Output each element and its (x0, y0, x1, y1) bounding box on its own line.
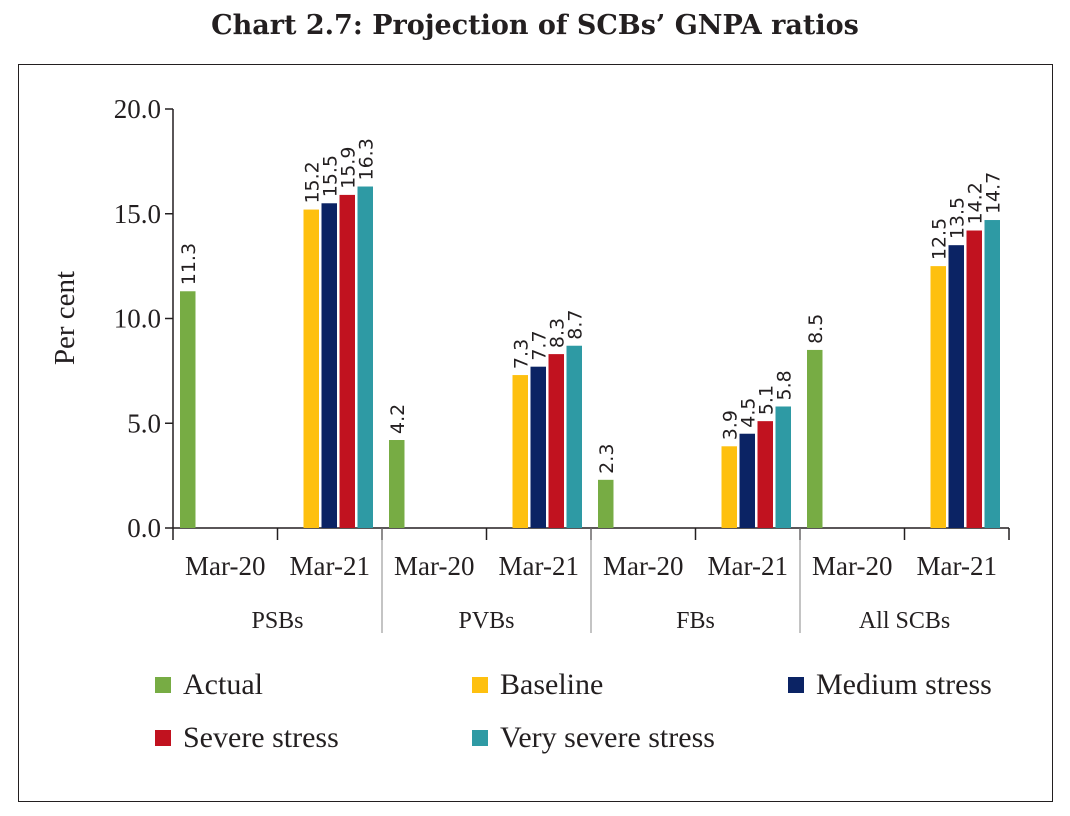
y-axis-title: Per cent (49, 271, 81, 365)
bar-actual-all-scbs (807, 349, 823, 528)
legend-label-medium-stress: Medium stress (816, 668, 992, 701)
legend-swatch-very-severe-stress (472, 730, 488, 746)
bar-severe-stress-pvbs (548, 354, 564, 528)
y-tick-label: 10.0 (114, 304, 161, 334)
data-label: 11.3 (178, 243, 200, 285)
data-label: 13.5 (946, 197, 968, 239)
x-category-label: Mar-20 (394, 551, 474, 581)
chart-title: Chart 2.7: Projection of SCBs’ GNPA rati… (211, 10, 859, 41)
bar-baseline-all-scbs (930, 266, 946, 528)
legend-item-severe-stress: Severe stress (155, 721, 339, 755)
data-label: 15.5 (319, 155, 341, 197)
data-label: 7.7 (528, 330, 550, 360)
x-category-label: Mar-21 (917, 551, 997, 581)
data-label: 5.8 (773, 370, 795, 400)
data-label: 8.7 (564, 310, 586, 340)
bar-baseline-pvbs (512, 375, 528, 528)
bar-severe-stress-all-scbs (966, 230, 982, 528)
data-label: 8.3 (546, 318, 568, 348)
legend-label-baseline: Baseline (500, 668, 604, 701)
x-category-label: Mar-20 (603, 551, 683, 581)
bar-medium-stress-fbs (739, 433, 755, 528)
y-tick-label: 0.0 (127, 513, 161, 543)
bar-actual-fbs (598, 479, 614, 528)
legend-item-actual: Actual (155, 668, 263, 702)
bar-very-severe-stress-fbs (775, 406, 791, 528)
legend-label-actual: Actual (183, 668, 263, 701)
data-label: 15.2 (301, 161, 323, 203)
data-label: 3.9 (719, 410, 741, 440)
data-label: 5.1 (755, 385, 777, 415)
chart-frame (18, 64, 1053, 802)
data-label: 14.7 (982, 172, 1004, 214)
bar-very-severe-stress-pvbs (566, 345, 582, 528)
bar-actual-pvbs (389, 440, 405, 528)
x-group-label: FBs (676, 608, 715, 634)
data-label: 2.3 (596, 444, 618, 474)
legend-label-very-severe-stress: Very severe stress (500, 721, 715, 754)
legend-item-medium-stress: Medium stress (788, 668, 992, 702)
bar-baseline-fbs (721, 446, 737, 528)
data-label: 4.2 (387, 404, 409, 434)
data-label: 4.5 (737, 398, 759, 428)
x-group-label: All SCBs (859, 608, 950, 634)
bar-baseline-psbs (303, 209, 319, 528)
bar-medium-stress-all-scbs (948, 245, 964, 529)
x-category-label: Mar-21 (290, 551, 370, 581)
bar-medium-stress-pvbs (530, 366, 546, 528)
bar-severe-stress-fbs (757, 421, 773, 528)
bar-very-severe-stress-all-scbs (984, 220, 1000, 528)
x-group-label: PVBs (458, 608, 514, 634)
y-tick-label: 15.0 (114, 199, 161, 229)
data-label: 16.3 (355, 138, 377, 180)
bar-severe-stress-psbs (339, 194, 355, 528)
legend-item-baseline: Baseline (472, 668, 603, 702)
data-label: 8.5 (805, 314, 827, 344)
legend-swatch-actual (155, 677, 171, 693)
x-category-label: Mar-21 (499, 551, 579, 581)
y-tick-label: 5.0 (127, 408, 161, 438)
x-category-label: Mar-20 (185, 551, 265, 581)
y-tick-label: 20.0 (114, 94, 161, 124)
data-label: 15.9 (337, 147, 359, 189)
x-category-label: Mar-20 (812, 551, 892, 581)
legend-swatch-baseline (472, 677, 488, 693)
legend-item-very-severe-stress: Very severe stress (472, 721, 715, 755)
bar-very-severe-stress-psbs (357, 186, 373, 528)
data-label: 14.2 (964, 182, 986, 224)
data-label: 12.5 (928, 218, 950, 260)
bar-actual-psbs (180, 291, 196, 528)
x-category-label: Mar-21 (708, 551, 788, 581)
bar-medium-stress-psbs (321, 203, 337, 528)
legend-swatch-severe-stress (155, 730, 171, 746)
x-group-label: PSBs (251, 608, 303, 634)
data-label: 7.3 (510, 339, 532, 369)
legend-label-severe-stress: Severe stress (183, 721, 339, 754)
legend-swatch-medium-stress (788, 677, 804, 693)
